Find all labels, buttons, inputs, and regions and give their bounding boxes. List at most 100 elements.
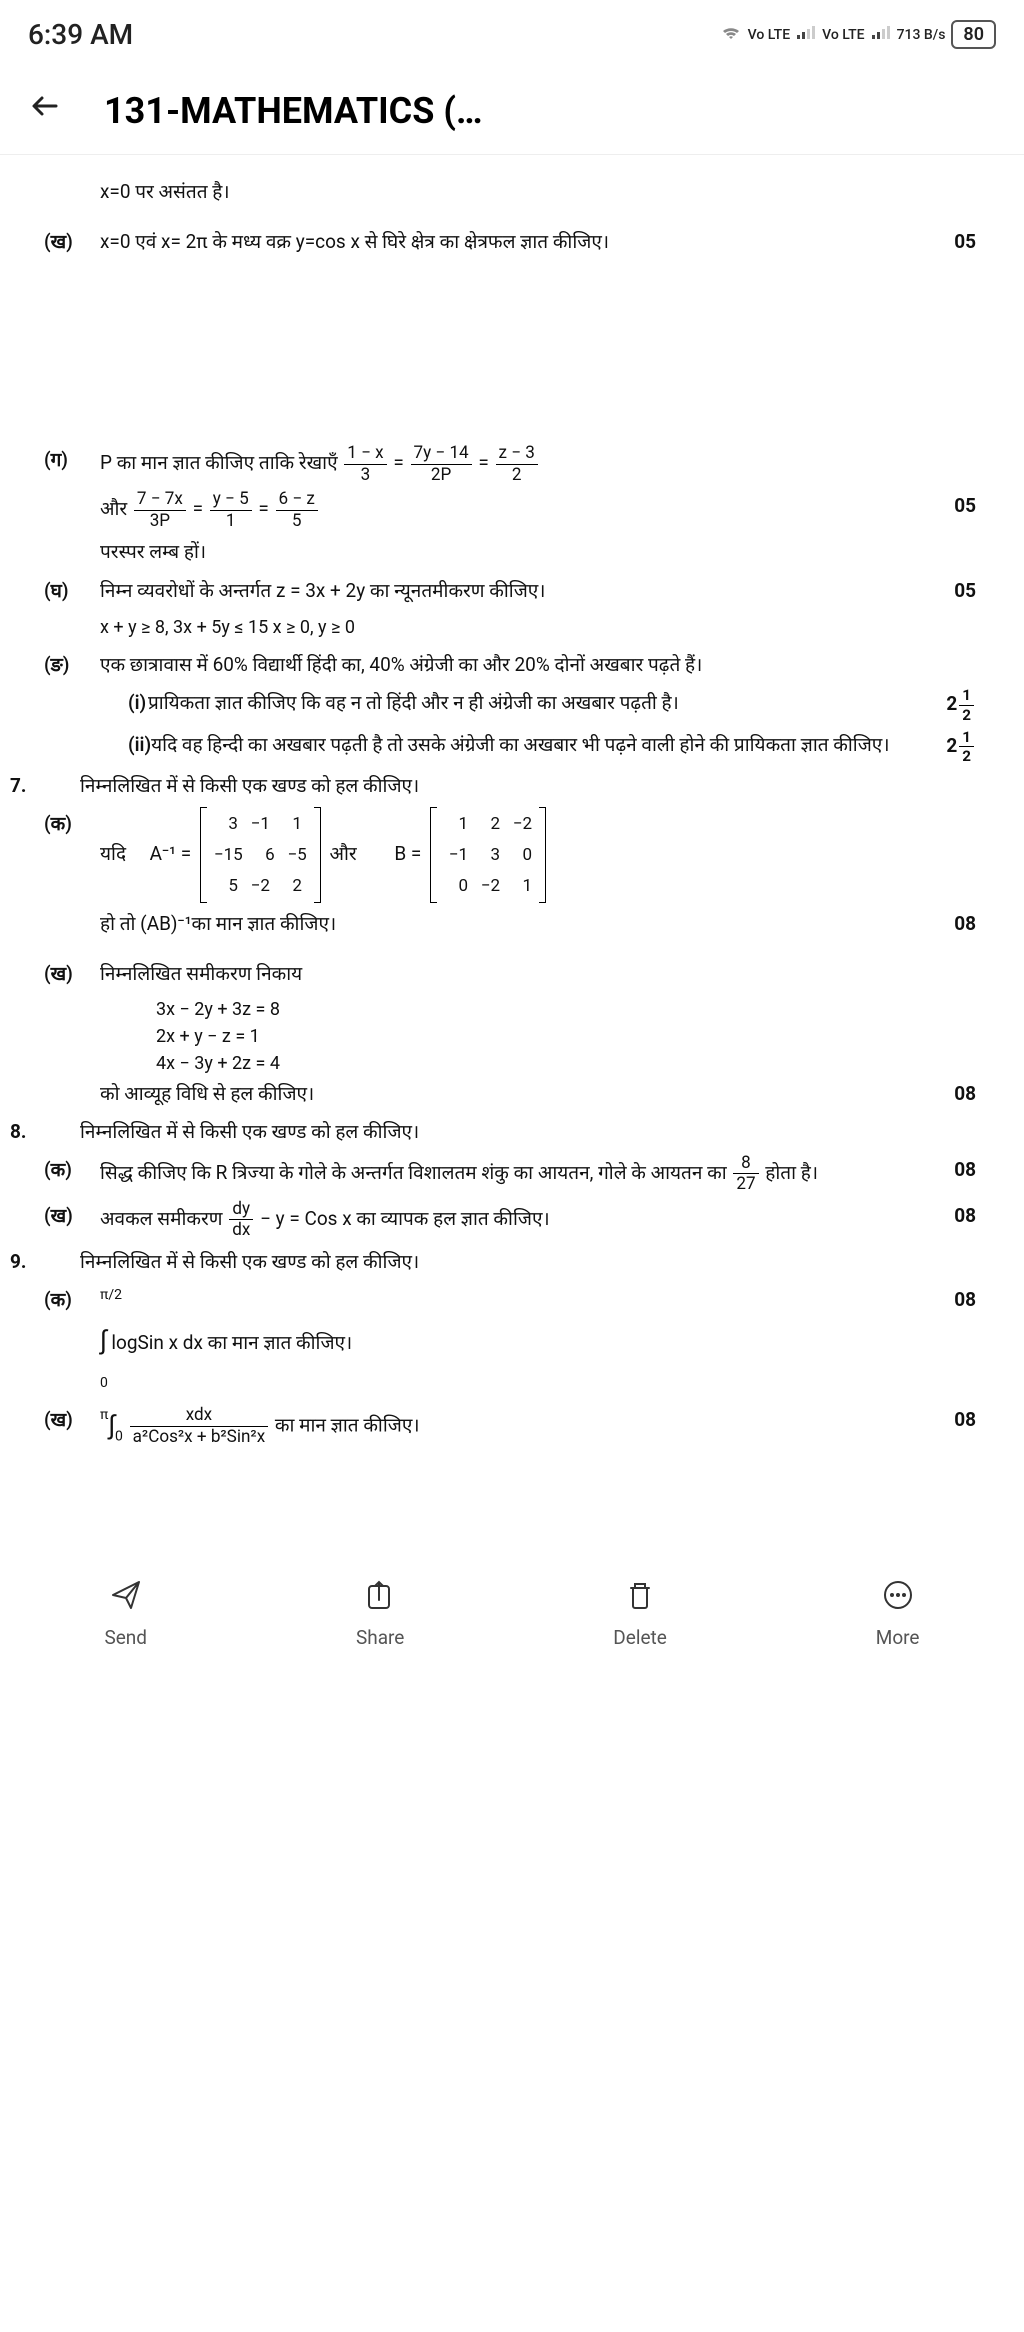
- frac-g6: 6 − z5: [276, 489, 318, 531]
- q8k-marks: 08: [926, 1153, 976, 1195]
- page-title: 131-MATHEMATICS (…: [104, 90, 483, 132]
- q7k-text: यदि A⁻¹ = 3−11 −156−5 5−22 और B = 12−2 −…: [100, 807, 976, 903]
- q7kh-eq2: 2x + y − z = 1: [156, 1023, 976, 1050]
- delete-icon: [623, 1578, 657, 1620]
- wifi-icon: [720, 23, 742, 46]
- q7kh-text: निम्नलिखित समीकरण निकाय: [100, 957, 976, 991]
- frac-g5: y − 51: [210, 489, 252, 531]
- status-right: Vo LTE Vo LTE 713 B/s 80: [720, 20, 996, 49]
- q-ng-text: एक छात्रावास में 60% विद्यार्थी हिंदी का…: [100, 648, 976, 682]
- matrixB-lhs: B =: [394, 842, 421, 865]
- q-g-pre2: P का मान ज्ञात कीजिए ताकि रेखाएँ: [100, 451, 342, 474]
- network-1-label: Vo LTE: [748, 28, 790, 42]
- label-q7: 7.: [10, 769, 80, 803]
- nav-send[interactable]: Send: [104, 1578, 147, 1649]
- q9kh-marks: 08: [926, 1403, 976, 1450]
- status-bar: 6:39 AM Vo LTE Vo LTE 713 B/s 80: [0, 0, 1024, 63]
- q8-text: निम्नलिखित में से किसी एक खण्ड को हल कीज…: [80, 1115, 976, 1149]
- q-g-marks: 05: [926, 489, 976, 531]
- frac-g4: 7 − 7x3P: [134, 489, 186, 531]
- label-q9: 9.: [10, 1245, 80, 1279]
- q-kh-marks: 05: [926, 225, 976, 259]
- label-i: (i): [100, 686, 148, 723]
- signal-1-icon: [796, 24, 816, 45]
- document-content: x=0 पर असंतत है। (ख) x=0 एवं x= 2π के मध…: [0, 155, 1024, 1473]
- app-header: 131-MATHEMATICS (…: [0, 63, 1024, 155]
- q-kh-text: x=0 एवं x= 2π के मध्य वक्र y=cos x से घि…: [100, 225, 926, 259]
- q8kh-post: − y = Cos x का व्यापक हल ज्ञात कीजिए।: [260, 1207, 550, 1230]
- q9k-marks: 08: [926, 1283, 976, 1399]
- network-2-label: Vo LTE: [822, 28, 864, 42]
- nav-delete-label: Delete: [613, 1626, 667, 1649]
- intro-text: x=0 पर असंतत है।: [100, 175, 976, 209]
- frac-dy: dydx: [229, 1199, 253, 1241]
- nav-more-label: More: [876, 1626, 920, 1649]
- q8kh-marks: 08: [926, 1199, 976, 1241]
- label-q8: 8.: [10, 1115, 80, 1149]
- label-g: (ग): [44, 443, 100, 485]
- q-g-and: और: [100, 497, 132, 520]
- label-q9kh: (ख): [44, 1403, 100, 1450]
- label-q8kh: (ख): [44, 1199, 100, 1241]
- nav-share[interactable]: Share: [356, 1578, 404, 1649]
- q-gh-text: निम्न व्यवरोधों के अन्तर्गत z = 3x + 2y …: [100, 574, 926, 608]
- label-q7k: (क): [44, 807, 100, 903]
- q-gh-constraints: x + y ≥ 8, 3x + 5y ≤ 15 x ≥ 0, y ≥ 0: [100, 612, 976, 644]
- q8kh-pre: अवकल समीकरण: [100, 1207, 227, 1230]
- status-icons: Vo LTE Vo LTE 713 B/s 80: [720, 20, 996, 49]
- frac-q8k: 827: [733, 1153, 758, 1195]
- matrix-a: 3−11 −156−5 5−22: [200, 807, 321, 903]
- matrix-b: 12−2 −130 0−21: [430, 807, 546, 903]
- q8k-text: सिद्ध कीजिए कि R त्रिज्या के गोले के अन्…: [100, 1153, 926, 1195]
- nav-more[interactable]: More: [876, 1578, 920, 1649]
- q9k-body: logSin x dx का मान ज्ञात कीजिए।: [107, 1331, 353, 1354]
- frac-int2: xdxa²Cos²x + b²Sin²x: [130, 1405, 269, 1447]
- q9kh-text: π∫0 xdxa²Cos²x + b²Sin²x का मान ज्ञात की…: [100, 1403, 926, 1450]
- q7kh-eq1: 3x − 2y + 3z = 8: [156, 996, 976, 1023]
- bps-label: 713 B/s: [897, 28, 946, 42]
- q-g-post: परस्पर लम्ब हों।: [100, 535, 976, 569]
- label-ii: (ii): [100, 728, 151, 765]
- q-g-line2: और 7 − 7x3P = y − 51 = 6 − z5: [100, 489, 926, 531]
- label-q9k: (क): [44, 1283, 100, 1399]
- q7k-marks: 08: [926, 907, 976, 941]
- q8k-post: होता है।: [765, 1161, 818, 1184]
- q-ng-ii: यदि वह हिन्दी का अखबार पढ़ती है तो उसके …: [151, 728, 926, 765]
- label-q7kh: (ख): [44, 957, 100, 991]
- q9-text: निम्नलिखित में से किसी एक खण्ड को हल कीज…: [80, 1245, 976, 1279]
- q8kh-text: अवकल समीकरण dydx − y = Cos x का व्यापक ह…: [100, 1199, 926, 1241]
- status-time: 6:39 AM: [28, 18, 133, 51]
- bottom-nav: Send Share Delete More: [0, 1553, 1024, 1679]
- q7k-pre: यदि: [100, 842, 126, 865]
- frac-g3: z − 32: [496, 443, 538, 485]
- q7kh-eq3: 4x − 3y + 2z = 4: [156, 1050, 976, 1077]
- frac-g1: 1 − x3: [344, 443, 386, 485]
- frac-g2: 7y − 142P: [411, 443, 472, 485]
- signal-2-icon: [871, 24, 891, 45]
- q-gh-marks: 05: [926, 574, 976, 608]
- q7kh-post: को आव्यूह विधि से हल कीजिए।: [100, 1077, 926, 1111]
- label-gh: (घ): [44, 574, 100, 608]
- q9k-text: π/2 ∫ logSin x dx का मान ज्ञात कीजिए। 0: [100, 1283, 926, 1399]
- q9kh-post: का मान ज्ञात कीजिए।: [275, 1413, 420, 1436]
- share-icon: [363, 1578, 397, 1620]
- send-icon: [109, 1578, 143, 1620]
- label-kh: (ख): [44, 225, 100, 259]
- q7-text: निम्नलिखित में से किसी एक खण्ड को हल कीज…: [80, 769, 976, 803]
- battery-icon: 80: [951, 20, 996, 49]
- more-icon: [881, 1578, 915, 1620]
- label-ng: (ङ): [44, 648, 100, 682]
- nav-send-label: Send: [104, 1626, 147, 1649]
- q7k-mid: और: [329, 842, 356, 865]
- q-ng-i: प्रायिकता ज्ञात कीजिए कि वह न तो हिंदी औ…: [148, 686, 926, 723]
- q7kh-marks: 08: [926, 1077, 976, 1111]
- q-g-line1: P का मान ज्ञात कीजिए ताकि रेखाएँ 1 − x3 …: [100, 443, 976, 485]
- matrixA-lhs: A⁻¹ =: [150, 842, 192, 865]
- nav-share-label: Share: [356, 1626, 404, 1649]
- q-ng-i-marks: 212: [926, 686, 976, 723]
- nav-delete[interactable]: Delete: [613, 1578, 667, 1649]
- q7k-post: हो तो (AB)⁻¹का मान ज्ञात कीजिए।: [100, 907, 926, 941]
- label-q8k: (क): [44, 1153, 100, 1195]
- q8k-pre: सिद्ध कीजिए कि R त्रिज्या के गोले के अन्…: [100, 1161, 731, 1184]
- back-arrow-icon[interactable]: [28, 87, 64, 134]
